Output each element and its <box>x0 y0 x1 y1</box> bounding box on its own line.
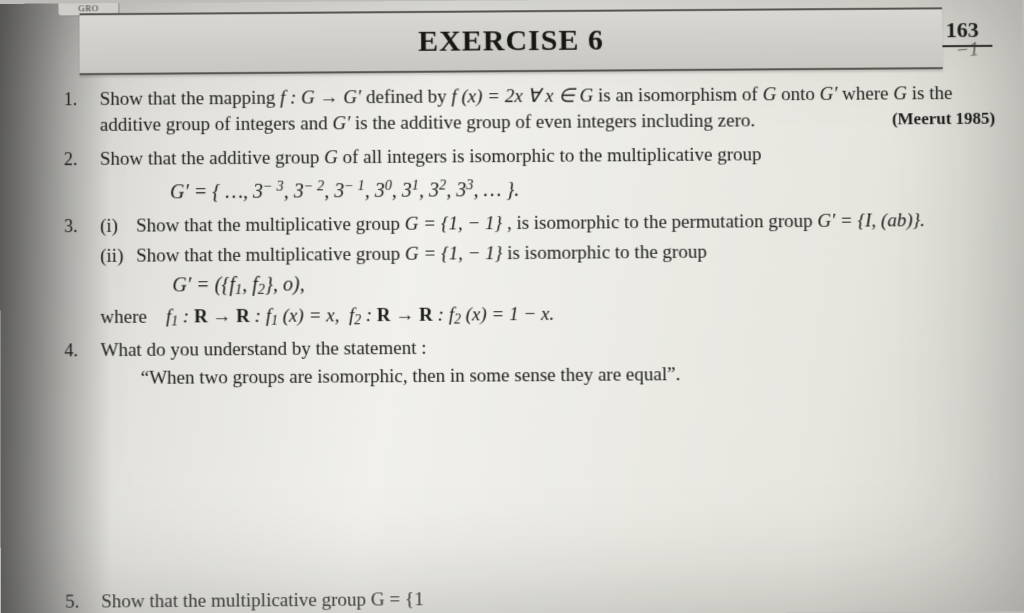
q1-source: (Meerut 1985) <box>892 107 996 131</box>
exercise-title: EXERCISE 6 <box>418 24 604 59</box>
q3ii-group-formula: G′ = ({f1, f2}, o), <box>172 267 997 300</box>
question-3ii: (ii) Show that the multiplicative group … <box>100 237 997 269</box>
q1-G: G <box>893 83 907 104</box>
handwritten-margin-note: −1 <box>954 38 979 63</box>
q1-text: is the additive group of even integers i… <box>355 110 755 134</box>
q2-text: Show that the additive group <box>100 147 324 170</box>
q3ii-set: G = {1, − 1} <box>405 243 503 265</box>
q1-text: Show that the mapping <box>100 88 280 110</box>
question-number: 4. <box>64 339 78 364</box>
q3ii-where-functions: f1 : R → R : f1 (x) = x, f2 : R → R : f2… <box>166 303 554 327</box>
q2-G: G <box>324 147 338 168</box>
question-1: 1. Show that the mapping f : G → G′ defi… <box>60 81 996 139</box>
q3ii-where-line: where f1 : R → R : f1 (x) = x, f2 : R → … <box>100 298 997 330</box>
q1-text: where <box>842 83 893 104</box>
exercise-title-band: EXERCISE 6 <box>80 7 943 75</box>
q3i-text: Show that the multiplicative group <box>136 213 405 236</box>
q3i-text: , is isomorphic to the permutation group <box>507 211 818 234</box>
q4-quote: “When two groups are isomorphic, then in… <box>141 360 999 392</box>
q1-text: is an isomorphism of <box>598 84 763 106</box>
where-label: where <box>100 306 147 327</box>
question-2: 2. Show that the additive group G of all… <box>60 140 996 172</box>
q1-definition: f (x) = 2x ∀ x ∈ G <box>451 86 593 108</box>
q1-Gprime: G′ <box>819 84 837 105</box>
q3ii-text: is isomorphic to the group <box>507 241 707 263</box>
sub-roman: (ii) <box>100 243 123 269</box>
q1-G: G <box>763 84 777 105</box>
question-number: 1. <box>64 87 78 112</box>
sub-roman: (i) <box>100 213 118 239</box>
q3i-perm: G′ = {I, (ab)}. <box>817 210 925 232</box>
q1-text: onto <box>781 84 820 105</box>
q2-text: of all integers is isomorphic to the mul… <box>343 144 762 168</box>
exercise-body: 1. Show that the mapping f : G → G′ defi… <box>60 81 1001 610</box>
q2-formula: G′ = { …, 3− 3, 3− 2, 3− 1, 30, 31, 32, … <box>170 174 996 207</box>
q3i-set: G = {1, − 1} <box>405 213 502 235</box>
textbook-page: GRO 163 EXERCISE 6 −1 1. Show that the m… <box>0 0 1024 613</box>
question-4: 4. What do you understand by the stateme… <box>60 332 998 392</box>
q1-mapping: f : G → G′ <box>280 87 361 109</box>
cutoff-text: Show that the multiplicative group G = {… <box>101 589 424 612</box>
question-3i: (i) Show that the multiplicative group G… <box>100 207 997 239</box>
q1-Gprime: G′ <box>332 113 350 134</box>
question-number: 3. <box>64 214 78 239</box>
q3ii-text: Show that the multiplicative group <box>136 243 405 266</box>
question-3: 3. (i) Show that the multiplicative grou… <box>60 207 998 330</box>
q4-text: What do you understand by the statement … <box>100 338 426 361</box>
q1-text: defined by <box>366 87 452 109</box>
question-number: 2. <box>64 147 78 172</box>
cutoff-number: 5. <box>65 592 79 613</box>
